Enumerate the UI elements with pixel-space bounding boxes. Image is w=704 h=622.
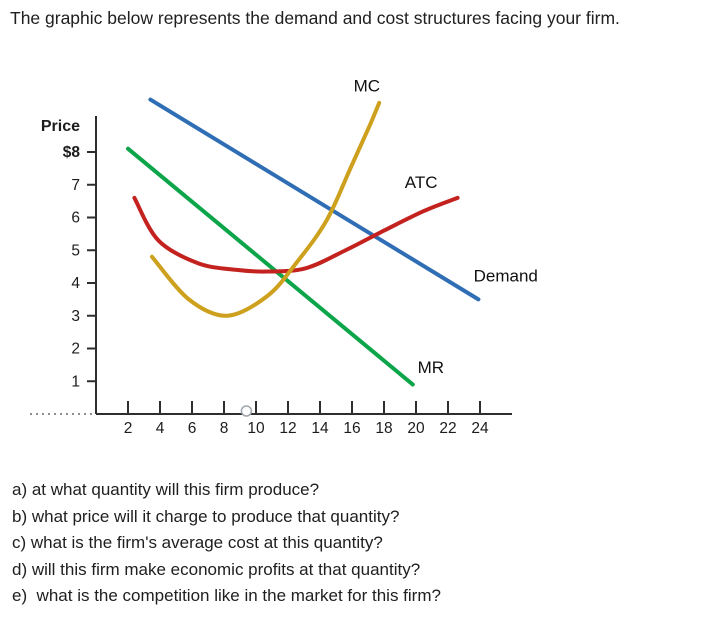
y-tick-label: 4 [71,275,80,292]
x-tick-label: 2 [124,420,133,437]
y-tick-label: 3 [71,308,80,325]
y-tick-label: 5 [71,242,80,259]
questions: a) at what quantity will this firm produ… [12,477,692,610]
x-tick-label: 4 [156,420,165,437]
demand-curve [148,97,481,302]
x-tick-label: 14 [311,420,329,437]
y-tick-label: 1 [71,373,80,390]
x-tick-label: 24 [471,420,489,437]
question-line-e: e) what is the competition like in the m… [12,586,441,605]
y-tick-label: $8 [63,144,81,161]
y-axis-title: Price [41,118,80,135]
x-tick-label: 10 [247,420,265,437]
x-tick-label: 16 [343,420,360,437]
x-tick-label: 18 [375,420,392,437]
x-tick-label: 22 [439,420,456,437]
question-line-b: b) what price will it charge to produce … [12,506,400,526]
atc-curve-label: ATC [405,173,438,192]
page-title: The graphic below represents the demand … [10,8,620,28]
mc-curve-label: MC [354,76,380,95]
atc-curve [132,195,460,274]
x-tick-label: 6 [188,420,197,437]
demand-curve-label: Demand [474,266,538,285]
question-line-c: c) what is the firm's average cost at th… [12,533,383,552]
question-line-a: a) at what quantity will this firm produ… [12,480,320,499]
x-tick-label: 8 [220,420,229,437]
mr-curve-label: MR [418,358,444,377]
x-tick-label: 12 [279,420,296,437]
axis-drag-handle[interactable] [240,405,253,417]
x-tick-label: 20 [407,420,425,437]
y-tick-label: 7 [71,177,80,194]
y-tick-label: 6 [71,210,80,227]
mr-curve [126,146,415,387]
mc-curve [150,100,382,318]
question-line-d: d) will this firm make economic profits … [12,559,421,579]
y-tick-label: 2 [71,341,80,358]
